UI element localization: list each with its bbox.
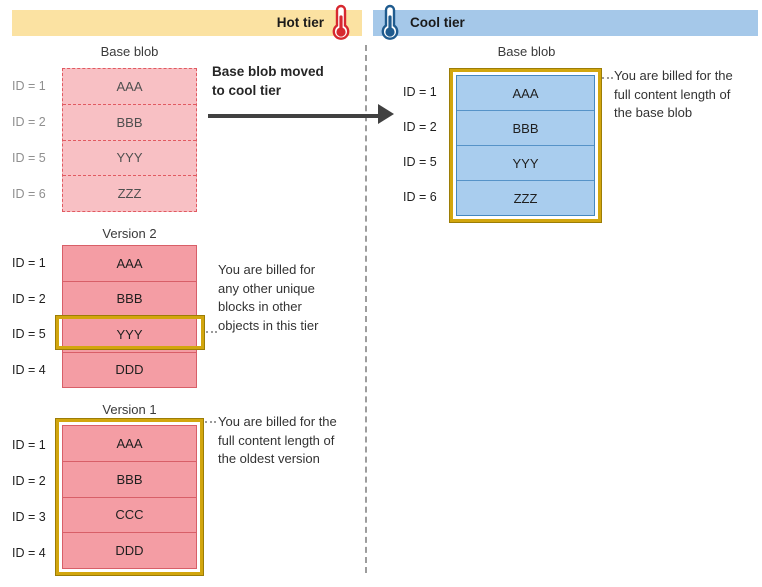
hot-thermometer-icon — [332, 4, 350, 40]
block-id-label: ID = 1 — [12, 79, 46, 93]
annotation-connector — [602, 77, 613, 79]
block-row: YYY — [63, 141, 196, 177]
version2-title: Version 2 — [102, 226, 157, 241]
block-row: ZZZ — [117, 186, 142, 202]
block-row: YYY — [63, 317, 196, 353]
block-id-label: ID = 3 — [12, 510, 46, 524]
block-row: ZZZ — [513, 190, 538, 206]
annotation-line: the oldest version — [218, 451, 320, 466]
block-id-label: ID = 4 — [12, 363, 46, 377]
billed-block-highlight — [55, 315, 205, 350]
annotation-line: the base blob — [614, 105, 693, 120]
block-row: AAA — [63, 69, 196, 105]
block-id-label: ID = 5 — [12, 327, 46, 341]
block-id-label: ID = 2 — [12, 292, 46, 306]
block-row: YYY — [457, 146, 594, 181]
block-id-label: ID = 2 — [403, 120, 437, 134]
annotation-line: any other unique — [218, 280, 315, 296]
annotation-line: You are billed for — [218, 262, 316, 277]
block-id-label: ID = 5 — [12, 151, 46, 165]
hot-tier-bar: Hot tier — [12, 4, 362, 40]
cool-tier-label: Cool tier — [410, 15, 465, 30]
annotation-line: You are billed for the — [614, 68, 733, 83]
version1-annotation: You are billed for the full content leng… — [218, 413, 337, 469]
cool-base-blob-box: AAA BBB YYY ZZZ — [456, 75, 595, 216]
annotation-connector — [205, 421, 216, 423]
version1-box: AAA BBB CCC DDD — [62, 425, 197, 569]
block-id-label: ID = 4 — [12, 546, 46, 560]
block-id-label: ID = 1 — [12, 438, 46, 452]
block-id-label: ID = 1 — [12, 256, 46, 270]
moved-note-line2: to cool tier — [212, 82, 282, 98]
hot-base-blob-box: AAA BBB YYY ZZZ — [62, 68, 197, 212]
block-row: CCC — [63, 498, 196, 534]
block-id-label: ID = 6 — [12, 187, 46, 201]
annotation-line: blocks in other — [218, 299, 302, 314]
block-id-label: ID = 2 — [12, 115, 46, 129]
tier-separator-line — [365, 45, 367, 573]
annotation-line: objects in this tier — [218, 317, 319, 333]
cool-base-blob-title: Base blob — [497, 44, 556, 59]
block-id-label: ID = 1 — [403, 85, 437, 99]
cool-base-blob-billed-frame: AAA BBB YYY ZZZ — [449, 68, 602, 223]
block-row: DDD — [115, 543, 144, 559]
block-row: BBB — [63, 105, 196, 141]
annotation-line: You are billed for the — [218, 414, 337, 429]
block-id-label: ID = 5 — [403, 155, 437, 169]
block-row: BBB — [457, 111, 594, 146]
move-arrow-line — [208, 114, 380, 118]
block-row: AAA — [63, 246, 196, 282]
block-row: AAA — [63, 426, 196, 462]
version1-billed-frame: AAA BBB CCC DDD — [55, 418, 204, 576]
block-row: AAA — [457, 76, 594, 111]
moved-note-line1: Base blob moved — [212, 64, 324, 79]
cool-tier-bar: Cool tier — [373, 4, 758, 40]
block-row: BBB — [63, 462, 196, 498]
annotation-connector — [206, 331, 217, 333]
hot-base-blob-title: Base blob — [100, 44, 159, 59]
version1-title: Version 1 — [102, 402, 157, 417]
cool-thermometer-icon — [381, 4, 399, 40]
move-arrow-head — [378, 104, 394, 124]
annotation-line: full content length of — [218, 432, 335, 448]
cool-base-blob-annotation: You are billed for the full content leng… — [614, 67, 733, 123]
block-id-label: ID = 6 — [403, 190, 437, 204]
block-row: BBB — [63, 282, 196, 317]
annotation-line: full content length of — [614, 86, 731, 102]
moved-note: Base blob moved to cool tier — [212, 63, 324, 100]
block-id-label: ID = 2 — [12, 474, 46, 488]
block-row: DDD — [115, 362, 144, 378]
hot-tier-label: Hot tier — [276, 15, 324, 30]
version2-annotation: You are billed for any other unique bloc… — [218, 261, 318, 335]
